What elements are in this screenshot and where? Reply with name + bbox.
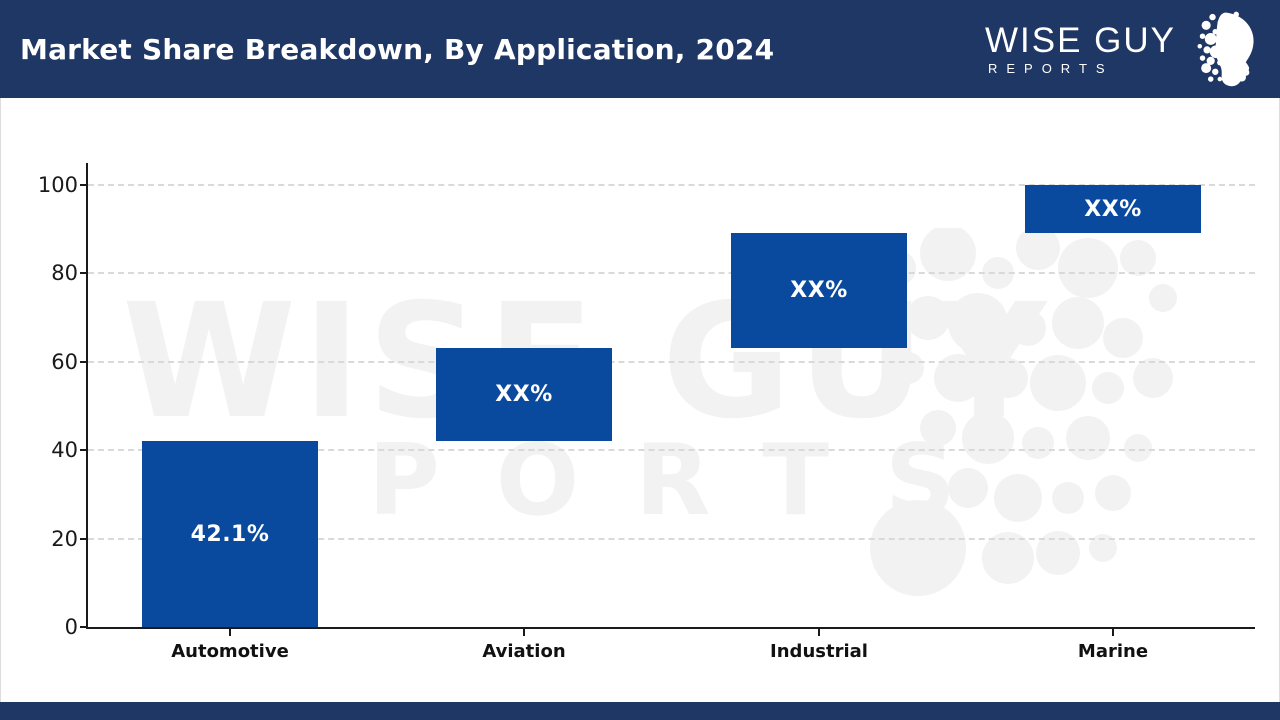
- brand-reports-label: REPORTS: [987, 60, 1114, 76]
- brand-head-icon: [1197, 11, 1254, 87]
- y-tick-label: 0: [64, 615, 78, 639]
- bar-value-label: 42.1%: [190, 521, 270, 547]
- header: Market Share Breakdown, By Application, …: [0, 0, 1280, 98]
- x-axis: [86, 627, 1255, 629]
- y-tick-label: 80: [51, 261, 78, 285]
- x-tick-mark: [523, 629, 525, 636]
- brand-wordmark: WISE GUY: [984, 20, 1176, 60]
- y-tick-mark: [80, 184, 88, 186]
- y-tick-mark: [80, 538, 88, 540]
- x-tick-label: Marine: [1077, 641, 1149, 662]
- x-tick-label: Industrial: [770, 641, 868, 662]
- y-tick-mark: [80, 449, 88, 451]
- gridline-y-100: [88, 184, 1255, 186]
- gridline-y-40: [88, 449, 1255, 451]
- y-tick-label: 100: [37, 173, 78, 197]
- bar-aviation: XX%: [436, 348, 612, 441]
- y-tick-label: 20: [51, 527, 78, 551]
- y-tick-label: 40: [51, 438, 78, 462]
- x-tick-label: Automotive: [171, 641, 289, 662]
- gridline-y-20: [88, 538, 1255, 540]
- bar-automotive: 42.1%: [142, 441, 318, 627]
- x-tick-mark: [229, 629, 231, 636]
- bar-value-label: XX%: [790, 278, 848, 303]
- footer-bar: [0, 702, 1280, 720]
- brand-logo: WISE GUY REPORTS: [985, 8, 1264, 90]
- page-title: Market Share Breakdown, By Application, …: [20, 32, 775, 66]
- bar-marine: XX%: [1025, 185, 1201, 233]
- x-tick-mark: [1112, 629, 1114, 636]
- y-tick-mark: [80, 361, 88, 363]
- y-tick-mark: [80, 626, 88, 628]
- gridline-y-80: [88, 272, 1255, 274]
- bar-industrial: XX%: [731, 233, 907, 348]
- x-tick-mark: [818, 629, 820, 636]
- x-tick-label: Aviation: [482, 641, 566, 662]
- brand-wordmark-block: WISE GUY REPORTS: [985, 23, 1176, 76]
- bar-value-label: XX%: [1084, 196, 1142, 222]
- y-axis: [86, 163, 88, 629]
- bar-value-label: XX%: [495, 382, 553, 407]
- gridline-y-60: [88, 361, 1255, 363]
- y-tick-label: 60: [51, 350, 78, 374]
- y-tick-mark: [80, 272, 88, 274]
